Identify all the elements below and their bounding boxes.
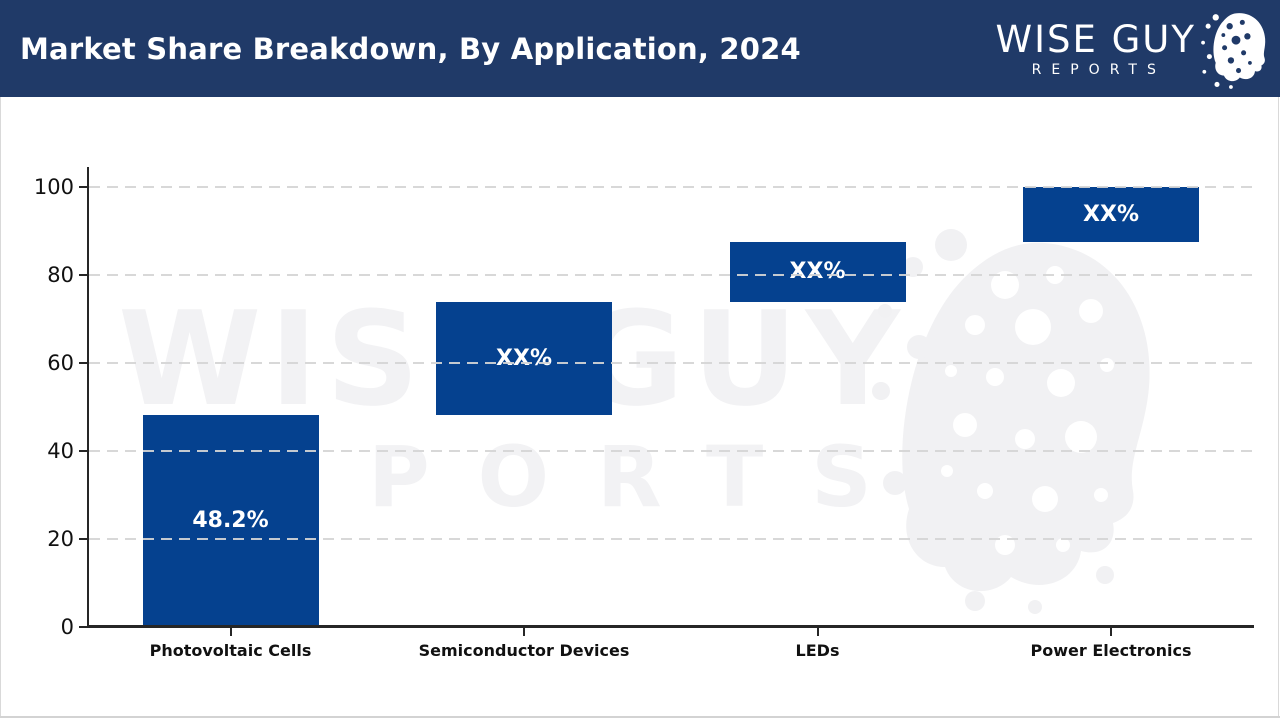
x-tick-leds <box>816 628 819 636</box>
x-tick-semiconductor-devices <box>523 628 525 636</box>
y-tick-label-100: 100 <box>33 175 74 199</box>
y-tick-20 <box>79 538 87 540</box>
y-tick-100 <box>79 186 87 188</box>
bar-photovoltaic-cells: 48.2% <box>142 414 319 627</box>
bar-value-label: XX% <box>496 345 552 371</box>
y-tick-80 <box>79 274 87 276</box>
y-tick-label-60: 60 <box>47 351 74 375</box>
bar-leds: XX% <box>729 241 906 302</box>
y-tick-label-20: 20 <box>47 527 74 551</box>
bar-value-label: XX% <box>789 259 846 285</box>
chart-title: Market Share Breakdown, By Application, … <box>20 31 801 66</box>
gridline-40 <box>89 450 1253 452</box>
y-tick-0 <box>79 626 87 628</box>
y-tick-label-80: 80 <box>47 263 74 287</box>
bar-power-electronics: XX% <box>1023 187 1199 242</box>
y-tick-label-0: 0 <box>60 615 74 639</box>
page-border-bottom <box>0 716 1280 718</box>
y-tick-40 <box>79 450 87 452</box>
bar-value-label: XX% <box>1083 201 1139 227</box>
gridline-100 <box>89 186 1253 188</box>
category-label-power-electronics: Power Electronics <box>1030 641 1192 660</box>
gridline-20 <box>89 538 1253 540</box>
page-border-right <box>1278 97 1279 718</box>
category-label-semiconductor-devices: Semiconductor Devices <box>418 641 630 660</box>
y-tick-60 <box>79 362 87 364</box>
category-label-leds: LEDs <box>795 641 840 660</box>
gridline-80 <box>89 274 1253 276</box>
watermark-head-icon <box>872 229 1150 614</box>
wiseguy-logo: WISE GUY REPORTS <box>996 3 1274 95</box>
x-tick-power-electronics <box>1110 628 1112 636</box>
logo-head-icon <box>1201 13 1266 89</box>
logo-wordmark: WISE GUY <box>995 17 1196 61</box>
category-label-photovoltaic-cells: Photovoltaic Cells <box>149 641 312 660</box>
page-border-left <box>0 97 1 718</box>
x-tick-photovoltaic-cells <box>229 628 232 636</box>
header-bar: Market Share Breakdown, By Application, … <box>0 0 1280 97</box>
logo-subtitle: REPORTS <box>1031 61 1166 78</box>
bar-value-label: 48.2% <box>192 508 269 534</box>
y-tick-label-40: 40 <box>47 439 74 463</box>
bar-semiconductor-devices: XX% <box>436 301 612 415</box>
y-axis-line <box>87 167 89 628</box>
x-axis-line <box>87 625 1254 628</box>
gridline-60 <box>89 362 1253 364</box>
